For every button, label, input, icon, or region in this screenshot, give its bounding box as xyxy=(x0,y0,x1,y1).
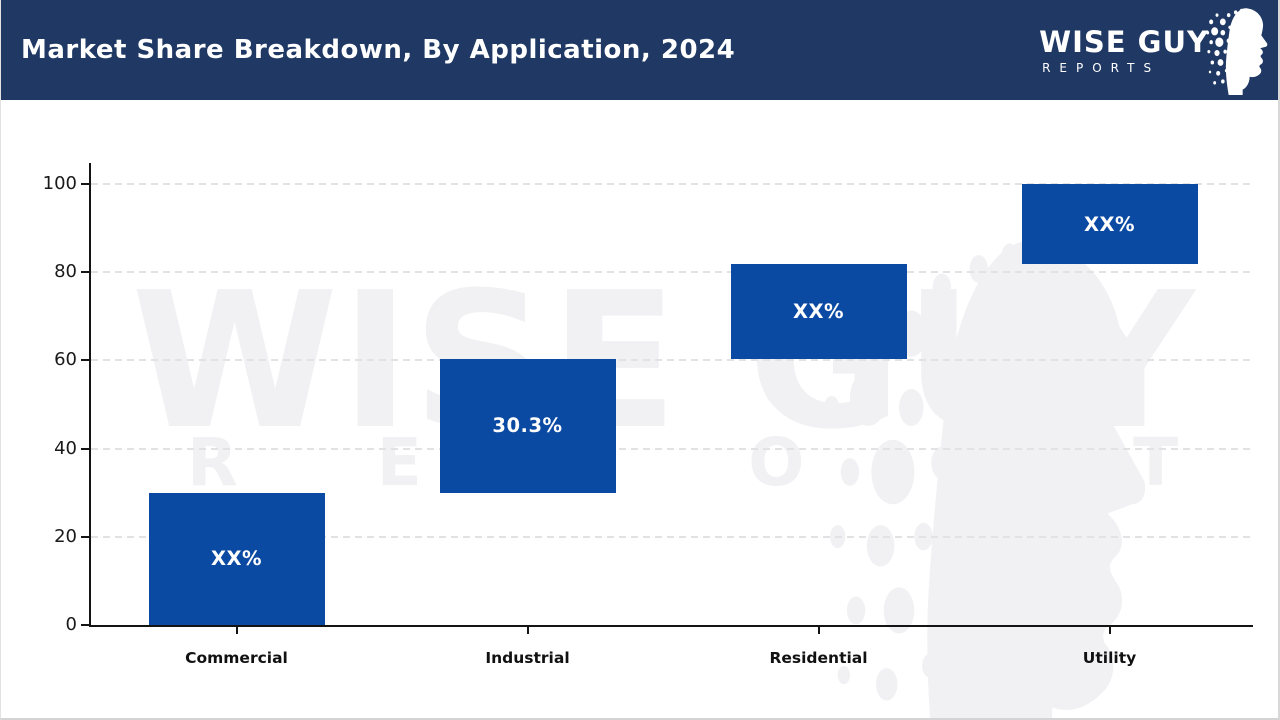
y-axis-tick-label-40: 40 xyxy=(54,437,77,459)
y-axis-tick-label-80: 80 xyxy=(54,261,77,283)
x-axis-tick-industrial xyxy=(526,627,529,634)
brand-logo: WISE GUY REPORTS xyxy=(1039,5,1273,97)
y-axis-tick-100 xyxy=(81,183,89,185)
x-axis-tick-commercial xyxy=(235,627,238,634)
bar-value-label: XX% xyxy=(792,300,845,324)
logo-head-icon xyxy=(1206,8,1268,95)
y-axis-tick-20 xyxy=(81,535,89,538)
logo-wordmark-line1: WISE GUY xyxy=(1039,24,1209,59)
bar-commercial: XX% xyxy=(148,492,325,625)
page-title: Market Share Breakdown, By Application, … xyxy=(21,35,736,65)
y-axis-tick-label-0: 0 xyxy=(65,614,77,635)
x-axis-tick-residential xyxy=(817,627,820,634)
gridline-y-60 xyxy=(91,359,1255,362)
bar-value-label: XX% xyxy=(1083,212,1136,236)
x-axis-category-label-residential: Residential xyxy=(769,649,868,667)
logo-wordmark: WISE GUY REPORTS xyxy=(1039,24,1209,75)
y-axis-tick-label-20: 20 xyxy=(54,525,77,547)
x-axis-category-label-industrial: Industrial xyxy=(485,649,570,667)
bar-residential: XX% xyxy=(730,264,907,360)
gridline-y-20 xyxy=(91,535,1255,538)
bar-industrial: 30.3% xyxy=(439,359,616,493)
y-axis-tick-label-60: 60 xyxy=(54,349,77,371)
y-axis-tick-80 xyxy=(81,271,89,274)
bar-value-label: 30.3% xyxy=(492,414,563,438)
x-axis-category-label-commercial: Commercial xyxy=(185,649,288,667)
y-axis-tick-label-100: 100 xyxy=(42,173,77,194)
gridline-y-40 xyxy=(91,447,1255,450)
bar-value-label: XX% xyxy=(210,547,263,571)
gridline-y-100 xyxy=(91,183,1255,185)
plot-area: 0 20 40 60 80 100 XX% Commercial 30.3% Industrial… xyxy=(43,163,1255,667)
x-axis-category-label-utility: Utility xyxy=(1082,649,1137,667)
bar-utility: XX% xyxy=(1021,184,1198,265)
chart-area: WISE GUY R E P O R T S 020406080100XX%Co… xyxy=(1,100,1278,718)
x-axis-tick-utility xyxy=(1108,627,1111,634)
y-axis-tick-40 xyxy=(81,447,89,450)
y-axis-tick-60 xyxy=(81,359,89,362)
logo-wordmark-line2: REPORTS xyxy=(1042,60,1161,75)
y-axis-tick-0 xyxy=(81,624,89,626)
header-bar: Market Share Breakdown, By Application, … xyxy=(1,0,1278,100)
gridline-y-80 xyxy=(91,271,1255,274)
